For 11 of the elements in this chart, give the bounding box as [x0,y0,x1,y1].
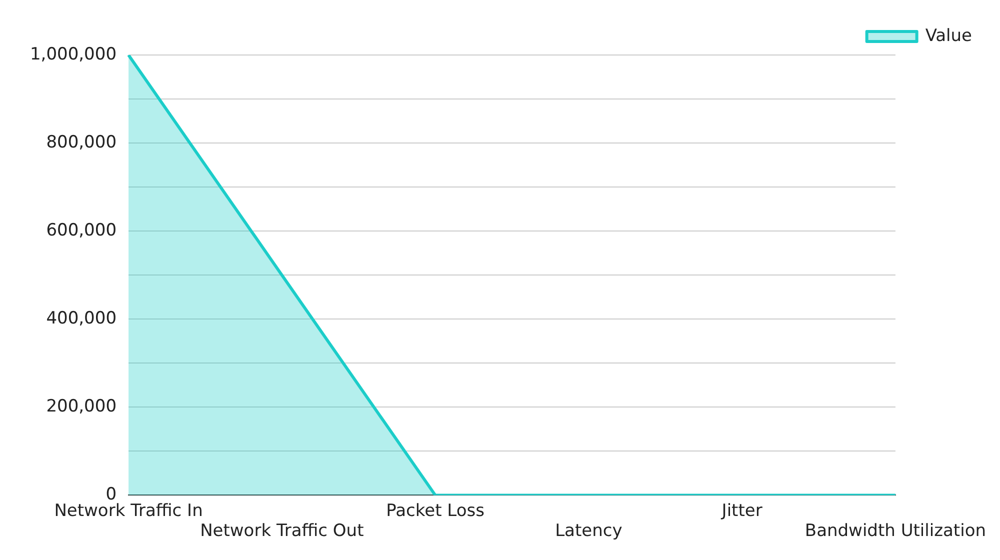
y-tick-label: 400,000 [46,308,117,329]
y-tick-label: 600,000 [46,220,117,240]
x-tick-label: Bandwidth Utilization [804,521,986,542]
y-tick-label: 800,000 [46,132,117,152]
y-tick-label: 1,000,000 [30,44,117,64]
x-tick-label: Jitter [720,500,762,521]
x-tick-label: Packet Loss [386,500,485,521]
x-tick-label: Network Traffic Out [200,521,364,542]
y-tick-label: 200,000 [46,396,117,417]
legend-label: Value [925,26,972,46]
x-tick-label: Latency [555,521,622,542]
